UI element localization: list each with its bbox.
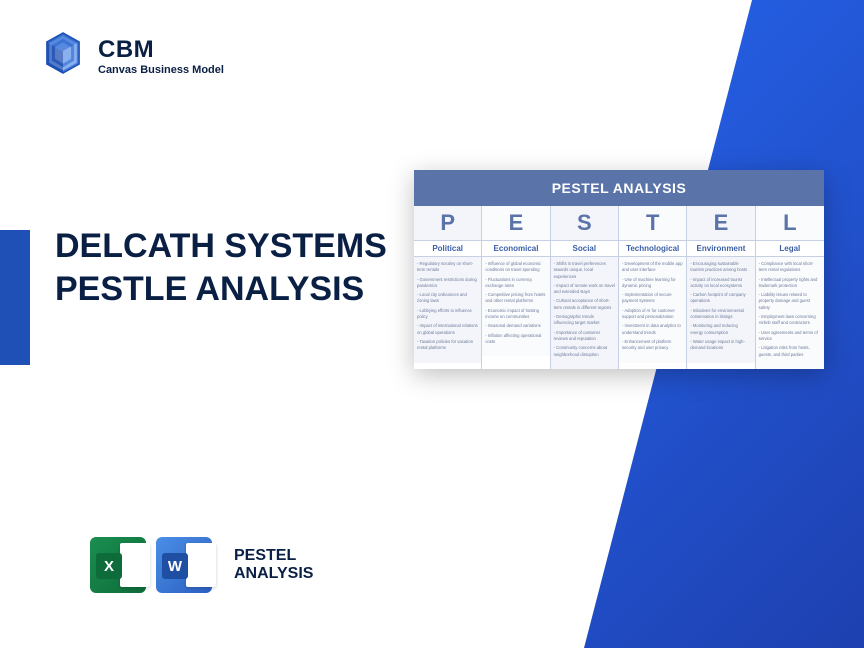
page-title: DELCATH SYSTEMS PESTLE ANALYSIS bbox=[55, 225, 415, 310]
pestle-item: - Competitive pricing from hotels and ot… bbox=[485, 292, 546, 305]
pestle-column-items: - Regulatory scrutiny on short-term rent… bbox=[414, 257, 481, 363]
logo-text: CBM Canvas Business Model bbox=[98, 36, 224, 76]
pestle-column-items: - Encouraging sustainable tourism practi… bbox=[687, 257, 754, 363]
pestle-item: - Regulatory scrutiny on short-term rent… bbox=[417, 261, 478, 274]
pestle-item: - Monitoring and reducing energy consump… bbox=[690, 323, 751, 336]
pestle-item: - Economic impact of hosting income on c… bbox=[485, 308, 546, 321]
pestle-column-letter: P bbox=[414, 206, 481, 240]
pestle-item: - User agreements and terms of service bbox=[759, 330, 821, 343]
pestle-item: - Implementation of secure payment syste… bbox=[622, 292, 683, 305]
footer-icons: X W PESTEL ANALYSIS bbox=[90, 537, 313, 593]
brand-name: CBM bbox=[98, 36, 224, 64]
pestle-item: - Encouraging sustainable tourism practi… bbox=[690, 261, 751, 274]
pestle-item: - Government restrictions during pandemi… bbox=[417, 277, 478, 290]
footer-label-line1: PESTEL bbox=[234, 547, 313, 565]
pestle-item: - Use of machine learning for dynamic pr… bbox=[622, 277, 683, 290]
pestle-header: PESTEL ANALYSIS bbox=[414, 170, 824, 206]
pestle-item: - Community concerns about neighborhood … bbox=[554, 345, 615, 358]
pestle-column-letter: S bbox=[551, 206, 618, 240]
pestle-item: - Inflation affecting operational costs bbox=[485, 333, 546, 346]
accent-bar bbox=[0, 230, 30, 365]
pestle-column-letter: T bbox=[619, 206, 686, 240]
pestle-column-letter: L bbox=[756, 206, 824, 240]
pestle-item: - Enhancement of platform security and u… bbox=[622, 339, 683, 352]
pestle-item: - Development of the mobile app and user… bbox=[622, 261, 683, 274]
pestle-column: EEnvironment - Encouraging sustainable to… bbox=[687, 206, 755, 369]
pestle-column-label: Economical bbox=[482, 240, 549, 257]
page-canvas: CBM Canvas Business Model DELCATH SYSTEM… bbox=[0, 0, 864, 648]
pestle-item: - Shifts in travel preferences towards u… bbox=[554, 261, 615, 280]
pestle-column-label: Environment bbox=[687, 240, 754, 257]
pestle-item: - Taxation policies for vacation rental … bbox=[417, 339, 478, 352]
pestle-item: - Carbon footprint of company operations bbox=[690, 292, 751, 305]
pestle-item: - Lobbying efforts to influence policy bbox=[417, 308, 478, 321]
pestle-item: - Investment in data analytics to unders… bbox=[622, 323, 683, 336]
pestle-column-letter: E bbox=[482, 206, 549, 240]
pestle-item: - Employment laws concerning Airbnb staf… bbox=[759, 314, 821, 327]
pestle-item: - Cultural acceptance of short-term rent… bbox=[554, 298, 615, 311]
pestle-item: - Importance of customer reviews and rep… bbox=[554, 330, 615, 343]
word-icon: W bbox=[156, 537, 212, 593]
pestle-item: - Compliance with local short-term renta… bbox=[759, 261, 821, 274]
brand-tagline: Canvas Business Model bbox=[98, 64, 224, 76]
pestle-column-letter: E bbox=[687, 206, 754, 240]
pestle-item: - Fluctuations in currency exchange rate… bbox=[485, 277, 546, 290]
pestle-item: - Impact of increased tourist activity o… bbox=[690, 277, 751, 290]
pestle-column: PPolitical - Regulatory scrutiny on short… bbox=[414, 206, 482, 369]
pestle-column-items: - Compliance with local short-term renta… bbox=[756, 257, 824, 369]
pestle-item: - Liability issues related to property d… bbox=[759, 292, 821, 311]
pestle-item: - Litigation risks from hosts, guests, a… bbox=[759, 345, 821, 358]
pestle-item: - Influence of global economic condition… bbox=[485, 261, 546, 274]
pestle-item: - Impact of international relations on g… bbox=[417, 323, 478, 336]
pestle-column-items: - Influence of global economic condition… bbox=[482, 257, 549, 356]
pestle-column-label: Legal bbox=[756, 240, 824, 257]
pestle-item: - Initiatives for environmental conserva… bbox=[690, 308, 751, 321]
cbm-logo-icon bbox=[40, 30, 86, 81]
pestle-column-items: - Development of the mobile app and user… bbox=[619, 257, 686, 363]
pestle-item: - Impact of remote work on travel and ex… bbox=[554, 283, 615, 296]
footer-label-line2: ANALYSIS bbox=[234, 565, 313, 583]
logo-area: CBM Canvas Business Model bbox=[40, 30, 224, 81]
pestle-card: PESTEL ANALYSIS PPolitical - Regulatory s… bbox=[414, 170, 824, 369]
pestle-item: - Intellectual property rights and trade… bbox=[759, 277, 821, 290]
pestle-column: TTechnological - Development of the mobil… bbox=[619, 206, 687, 369]
pestle-column-label: Technological bbox=[619, 240, 686, 257]
pestle-column: SSocial - Shifts in travel preferences to… bbox=[551, 206, 619, 369]
pestle-column-items: - Shifts in travel preferences towards u… bbox=[551, 257, 618, 369]
pestle-column-label: Political bbox=[414, 240, 481, 257]
pestle-item: - Adoption of AI for customer support an… bbox=[622, 308, 683, 321]
pestle-grid: PPolitical - Regulatory scrutiny on short… bbox=[414, 206, 824, 369]
pestle-column: EEconomical - Influence of global economi… bbox=[482, 206, 550, 369]
pestle-item: - Seasonal demand variations bbox=[485, 323, 546, 329]
footer-label: PESTEL ANALYSIS bbox=[234, 547, 313, 584]
pestle-column-label: Social bbox=[551, 240, 618, 257]
pestle-item: - Local city ordinances and zoning laws bbox=[417, 292, 478, 305]
pestle-item: - Demographic trends influencing target … bbox=[554, 314, 615, 327]
pestle-item: - Water usage impact in high-demand loca… bbox=[690, 339, 751, 352]
pestle-column: LLegal - Compliance with local short-term… bbox=[756, 206, 824, 369]
excel-icon: X bbox=[90, 537, 146, 593]
